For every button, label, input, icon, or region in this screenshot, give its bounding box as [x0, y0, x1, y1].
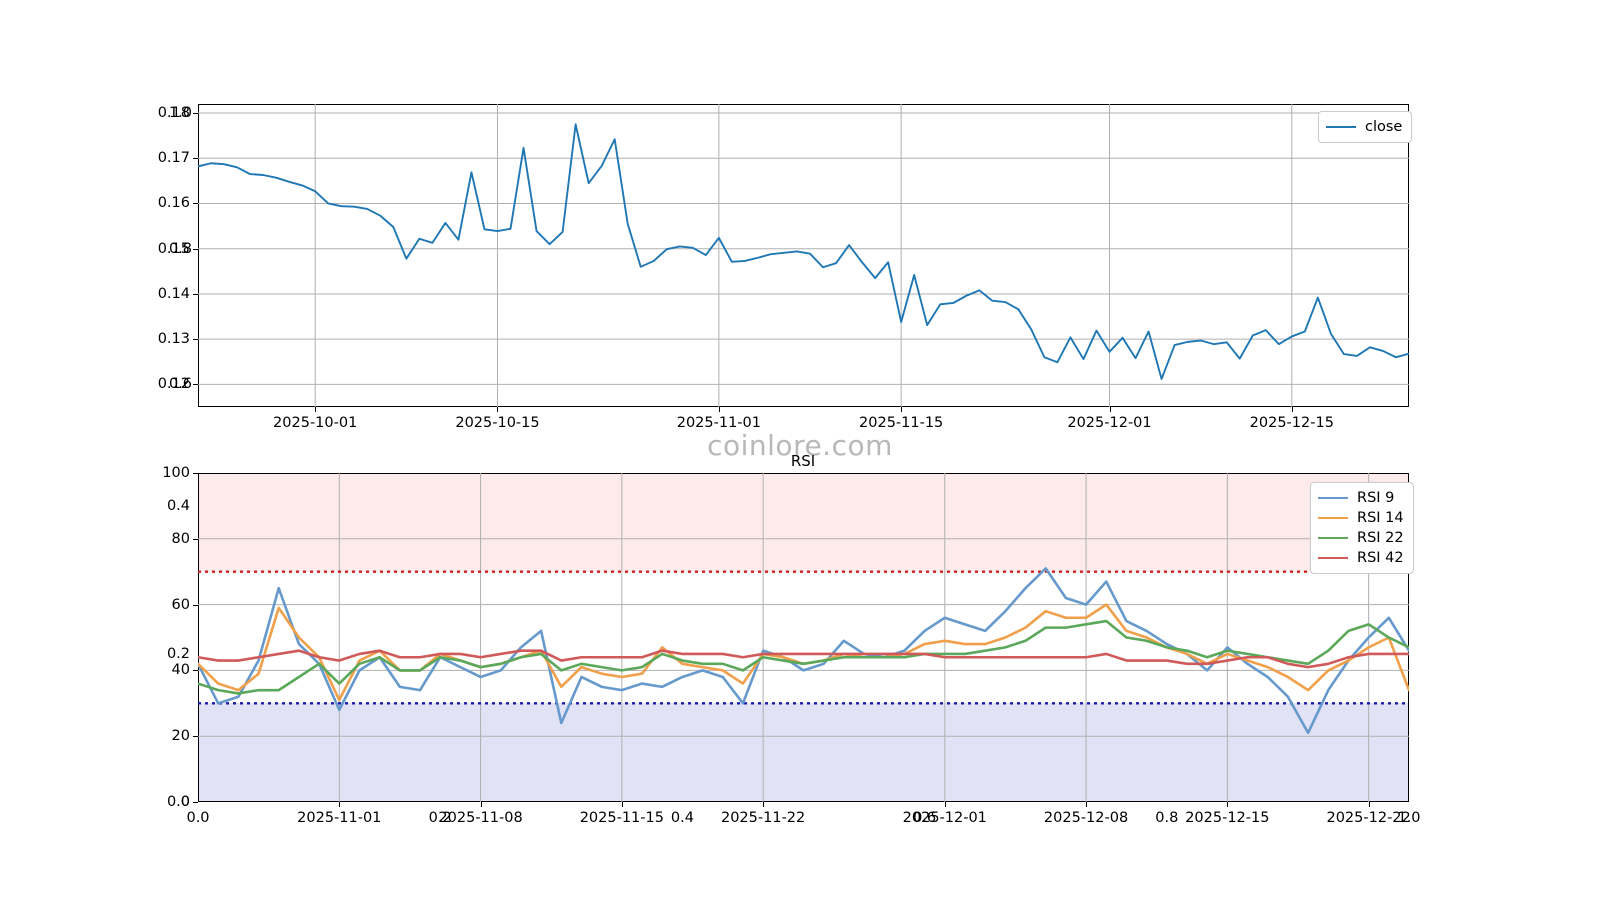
- rsi-x-tick-mark: [1368, 802, 1370, 807]
- rsi-y-tick-mark: [193, 604, 198, 606]
- rsi-x-tick-label: 2025-12-01: [902, 810, 987, 826]
- legend-item-label: close: [1365, 119, 1403, 135]
- legend-line-swatch: [1326, 126, 1356, 128]
- legend-item-label: RSI 9: [1357, 490, 1395, 506]
- rsi-y-tick-label: 40: [171, 662, 190, 679]
- legend-line-swatch: [1318, 537, 1348, 539]
- rsi-x-tick-mark: [1086, 802, 1088, 807]
- price-x-tick-label: 2025-12-01: [1067, 415, 1152, 431]
- legend-line-swatch: [1318, 497, 1348, 499]
- price-y-tick-label: 0.15: [157, 240, 190, 257]
- rsi-plot-area: [198, 473, 1409, 802]
- watermark-coinlore: coinlore.com: [707, 429, 893, 462]
- price-y-tick-label-secondary: 1.0: [168, 104, 192, 121]
- price-y-tick-label: 0.18: [157, 104, 190, 121]
- price-y-tick-label: 0.16: [157, 195, 190, 212]
- price-y-tick-mark: [193, 158, 198, 160]
- rsi-y-tick-mark: [193, 802, 198, 803]
- rsi-y-tick-mark: [193, 473, 198, 474]
- rsi-y-tick-label: 20: [171, 727, 190, 744]
- rsi-chart-panel: [198, 473, 1409, 802]
- legend-item-label: RSI 14: [1357, 510, 1404, 526]
- price-x-tick-mark: [718, 407, 720, 412]
- rsi-y-tick-label: 60: [171, 596, 190, 613]
- rsi-y-tick-label-secondary: 0.2: [166, 645, 190, 662]
- price-y-tick-label: 0.12: [157, 376, 190, 393]
- price-y-tick-mark: [193, 339, 198, 341]
- rsi-y-tick-label: 80: [171, 530, 190, 547]
- price-chart-panel: [198, 104, 1409, 407]
- rsi-x-tick-label: 2025-12-22: [1326, 810, 1411, 826]
- price-y-tick-mark: [193, 293, 198, 295]
- legend-line-swatch: [1318, 557, 1348, 559]
- price-y-tick-label: 0.17: [157, 150, 190, 167]
- rsi-y-tick-mark: [193, 670, 198, 672]
- price-legend[interactable]: close: [1318, 111, 1413, 143]
- price-x-tick-label: 2025-10-15: [455, 415, 540, 431]
- rsi-y-tick-mark: [193, 736, 198, 738]
- rsi-axis-frame: [198, 473, 1409, 802]
- rsi-x-tick-label: 2025-11-15: [579, 810, 664, 826]
- legend-item-label: RSI 22: [1357, 530, 1404, 546]
- price-y-tick-mark: [193, 203, 198, 205]
- rsi-y-tick-label: 100: [162, 464, 190, 481]
- rsi-x-tick-label-secondary: 0.4: [670, 810, 694, 826]
- legend-line-swatch: [1318, 517, 1348, 519]
- price-plot-area: [198, 104, 1409, 407]
- price-y-tick-label: 0.13: [157, 330, 190, 347]
- rsi-x-tick-mark: [339, 802, 341, 807]
- legend-item-rsi-14[interactable]: RSI 14: [1318, 508, 1404, 528]
- rsi-x-tick-label: 2025-12-15: [1185, 810, 1270, 826]
- price-axis-frame: [198, 104, 1409, 407]
- price-y-tick-mark: [193, 384, 198, 386]
- price-y-tick-mark: [193, 248, 198, 250]
- price-x-tick-mark: [315, 407, 317, 412]
- rsi-overbought-zone: [198, 473, 1409, 572]
- price-y-tick-label-secondary: 0.8: [168, 240, 192, 257]
- price-y-tick-label-secondary: 0.6: [168, 376, 192, 393]
- price-y-tick-mark: [193, 113, 198, 115]
- rsi-x-tick-label: 2025-12-08: [1043, 810, 1129, 826]
- rsi-panel-title: RSI: [790, 452, 816, 470]
- rsi-y-tick-label: 0: [180, 793, 190, 810]
- rsi-y-tick-label-secondary: 0.4: [166, 497, 190, 514]
- rsi-y-tick-mark: [193, 538, 198, 540]
- legend-item-rsi-9[interactable]: RSI 9: [1318, 488, 1404, 508]
- rsi-x-tick-mark: [1227, 802, 1229, 807]
- price-x-tick-mark: [497, 407, 499, 412]
- rsi-x-tick-label: 2025-11-08: [438, 810, 523, 826]
- legend-item-close[interactable]: close: [1326, 117, 1402, 137]
- rsi-y-tick-label-secondary: 0.0: [166, 793, 190, 810]
- rsi-x-tick-mark: [763, 802, 765, 807]
- rsi-x-tick-label-secondary: 0.8: [1155, 810, 1179, 826]
- rsi-x-tick-label-secondary: 1.0: [1397, 810, 1421, 826]
- rsi-x-tick-label-secondary: 0.2: [428, 810, 452, 826]
- rsi-x-tick-label-secondary: 0.0: [186, 810, 210, 826]
- price-x-tick-mark: [901, 407, 903, 412]
- rsi-oversold-zone: [198, 703, 1409, 802]
- price-y-tick-label: 0.14: [157, 285, 190, 302]
- legend-item-label: RSI 42: [1357, 550, 1404, 566]
- price-x-tick-mark: [1109, 407, 1111, 412]
- rsi-legend[interactable]: RSI 9 RSI 14 RSI 22 RSI 42: [1310, 482, 1414, 574]
- rsi-x-tick-label-secondary: 0.6: [913, 810, 937, 826]
- rsi-x-tick-mark: [944, 802, 946, 807]
- legend-item-rsi-22[interactable]: RSI 22: [1318, 528, 1404, 548]
- price-x-tick-label: 2025-12-15: [1249, 415, 1334, 431]
- price-x-tick-mark: [1291, 407, 1293, 412]
- rsi-x-tick-label: 2025-11-01: [297, 810, 382, 826]
- rsi-x-tick-mark: [480, 802, 482, 807]
- price-x-tick-label: 2025-11-01: [676, 415, 761, 431]
- price-x-tick-label: 2025-10-01: [273, 415, 358, 431]
- rsi-x-tick-label: 2025-11-22: [720, 810, 806, 826]
- price-x-tick-label: 2025-11-15: [859, 415, 944, 431]
- rsi-x-tick-mark: [621, 802, 623, 807]
- legend-item-rsi-42[interactable]: RSI 42: [1318, 548, 1404, 568]
